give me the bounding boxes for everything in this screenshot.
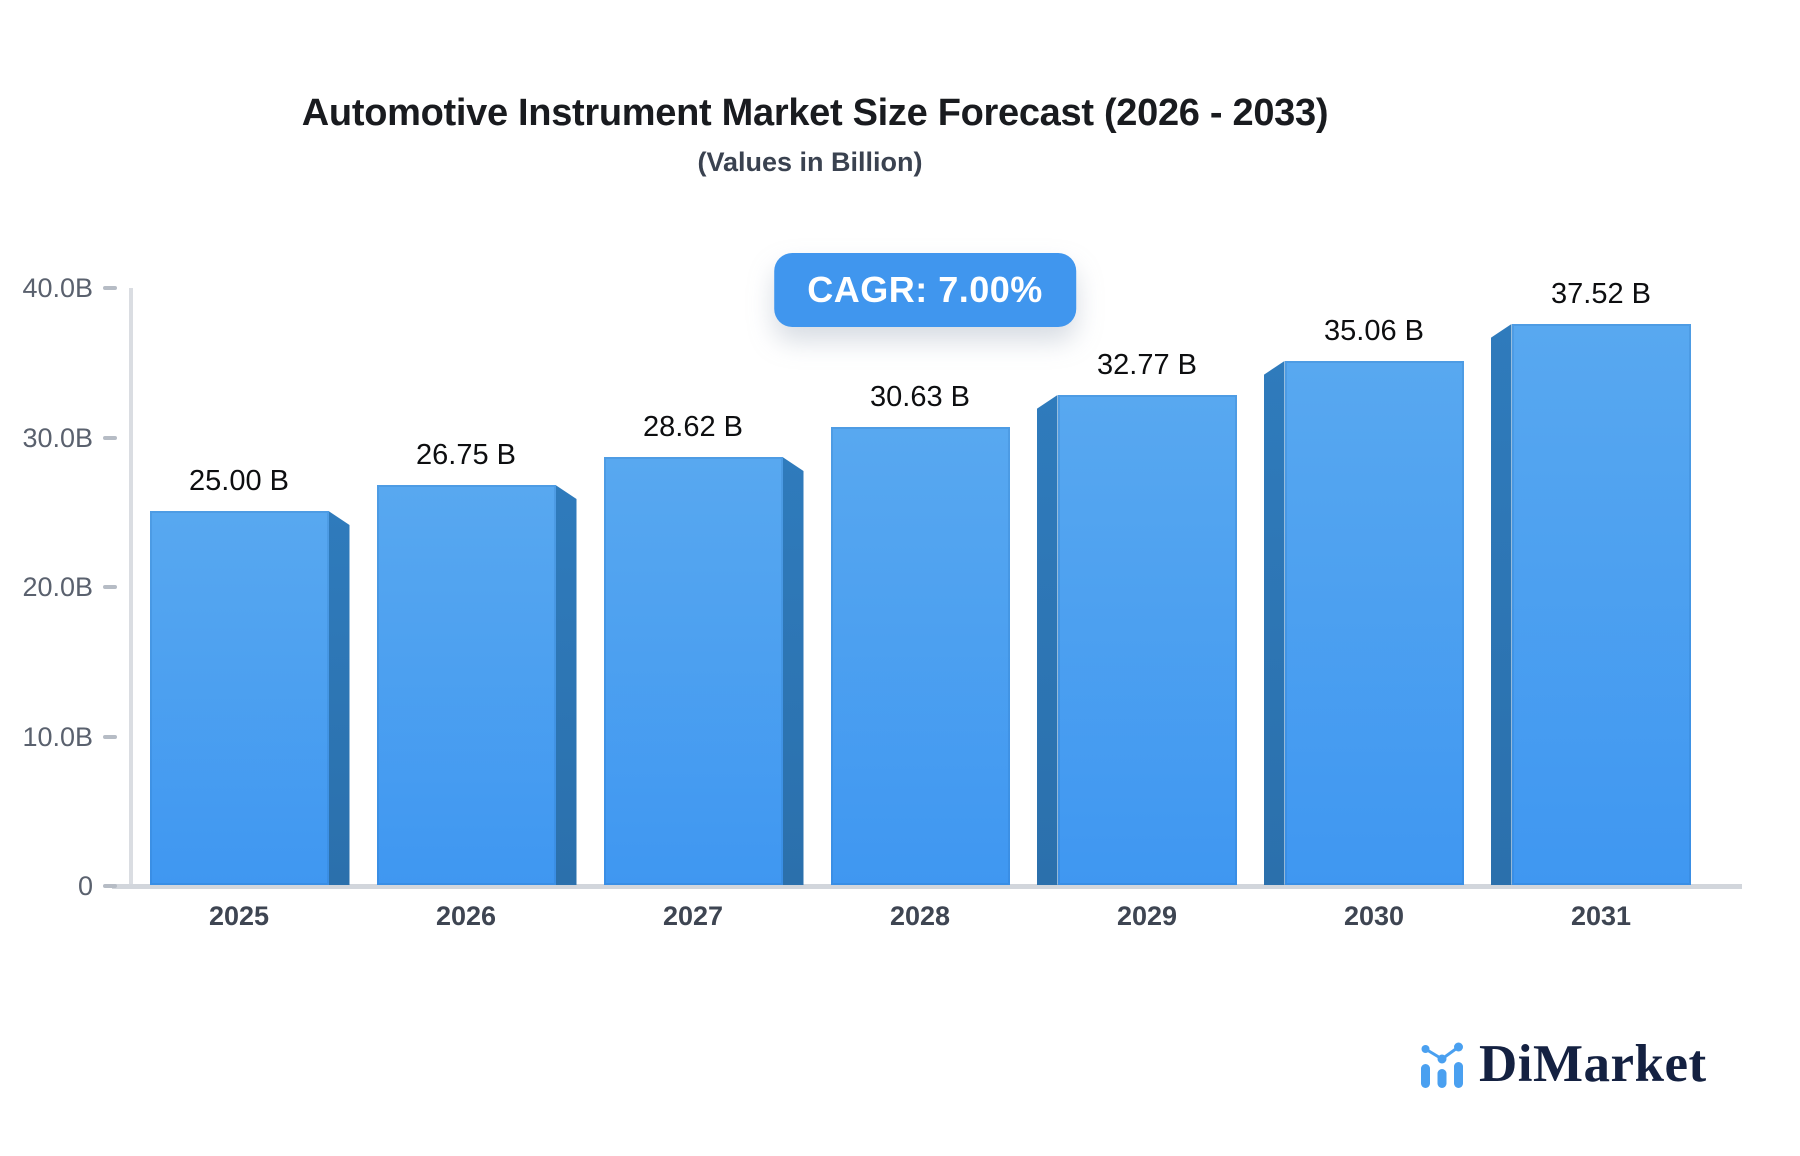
x-axis-label: 2027 (662, 901, 724, 931)
y-axis-tick-mark (103, 585, 117, 589)
bar-value-label: 35.06 B (1324, 315, 1424, 347)
brand-name: DiMarket (1479, 1035, 1707, 1093)
bar-chart-logo-icon (1421, 1042, 1463, 1088)
y-axis-tick-label: 20.0B (22, 572, 93, 602)
y-axis-tick-mark (103, 436, 117, 440)
bar-side-face (555, 485, 577, 885)
bar-body (149, 511, 329, 885)
y-axis-tick-mark (103, 884, 117, 888)
bar-side-face (782, 457, 804, 885)
x-axis-label: 2026 (435, 901, 497, 931)
bar-2025 (149, 511, 350, 885)
y-axis-tick-label: 10.0B (22, 722, 93, 752)
x-axis-label: 2028 (889, 901, 951, 931)
x-axis-label: 2031 (1570, 901, 1632, 931)
bar-2030 (1263, 361, 1464, 885)
y-axis-tick-label: 30.0B (22, 423, 93, 453)
bar-2027 (603, 457, 804, 885)
bar-value-label: 25.00 B (189, 465, 289, 497)
bar-2028 (830, 427, 1010, 885)
dimarket-logo: DiMarket (1420, 1038, 1707, 1091)
x-axis-line (112, 884, 1742, 889)
bar-value-label: 26.75 B (416, 439, 516, 471)
bar-body (603, 457, 783, 885)
bar-body (1057, 395, 1237, 885)
bar-body (376, 485, 556, 885)
bar-2026 (376, 485, 577, 885)
bar-side-face (1263, 361, 1285, 885)
bar-value-label: 32.77 B (1097, 349, 1197, 381)
bar-2031 (1490, 324, 1691, 885)
bar-value-label: 28.62 B (643, 411, 743, 443)
y-axis-tick-label: 40.0B (22, 273, 93, 303)
y-axis-tick-mark (103, 286, 117, 290)
x-axis-label: 2030 (1343, 901, 1405, 931)
bar-value-label: 37.52 B (1551, 278, 1651, 310)
bar-value-label: 30.63 B (870, 381, 970, 413)
bar-side-face (328, 511, 350, 885)
y-axis-tick-mark (103, 735, 117, 739)
x-axis-label: 2029 (1116, 901, 1178, 931)
bar-body (830, 427, 1010, 885)
bar-body (1284, 361, 1464, 885)
bar-body (1511, 324, 1691, 885)
chart-title: Automotive Instrument Market Size Foreca… (301, 92, 1329, 134)
x-axis-label: 2025 (208, 901, 270, 931)
chart-subtitle: (Values in Billion) (697, 147, 923, 177)
y-axis-line (129, 288, 133, 886)
bar-side-face (1490, 324, 1512, 885)
y-axis-tick-label: 0 (77, 871, 93, 901)
bar-side-face (1036, 395, 1058, 885)
bar-2029 (1036, 395, 1237, 885)
cagr-badge: CAGR: 7.00% (774, 253, 1076, 327)
